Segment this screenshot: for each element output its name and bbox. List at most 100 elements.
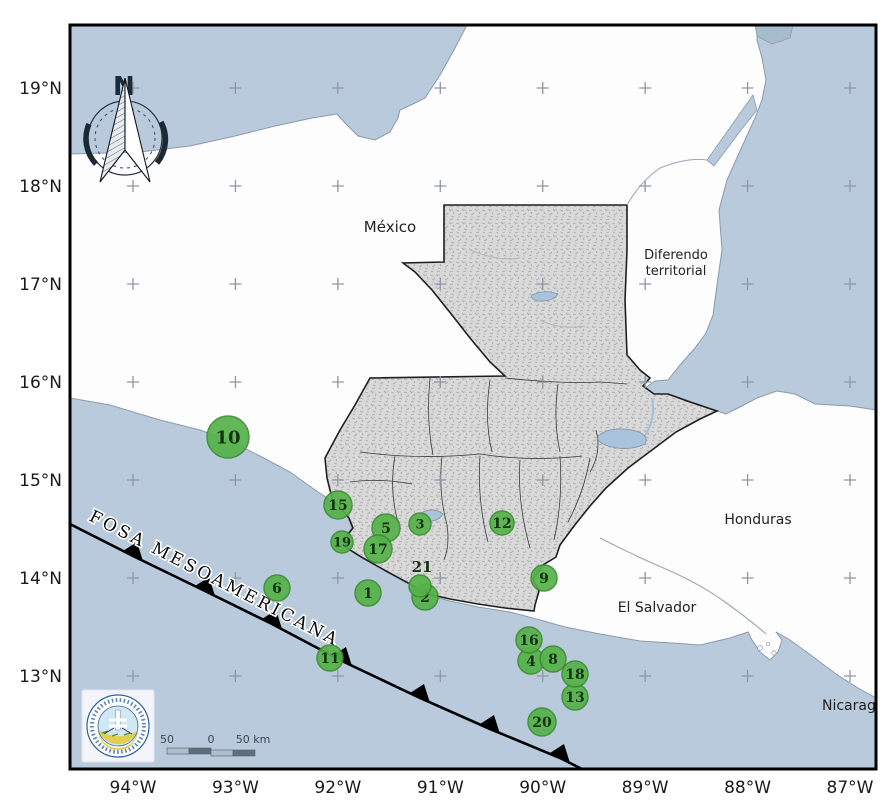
event-marker-circle[interactable] (515, 626, 543, 654)
x-tick-label: 93°W (212, 778, 259, 798)
x-tick-label: 89°W (622, 778, 669, 798)
event-marker-circle[interactable] (354, 579, 382, 607)
event-marker-circle[interactable] (408, 574, 432, 598)
caribbean-water (644, 25, 876, 415)
trench-teeth (123, 542, 570, 763)
event-marker-15[interactable]: 15 (323, 490, 353, 520)
event-marker-20[interactable]: 20 (527, 707, 557, 737)
event-marker-number: 15 (328, 498, 347, 514)
event-marker-number: 4 (526, 654, 536, 670)
x-tick-label: 87°W (827, 778, 874, 798)
event-marker-number: 9 (539, 571, 549, 587)
event-marker-number: 10 (215, 427, 240, 448)
y-tick-label: 17°N (19, 275, 62, 295)
event-marker-number: 21 (412, 558, 433, 576)
event-marker-19[interactable]: 19 (330, 530, 354, 554)
event-marker-8[interactable]: 8 (539, 645, 567, 673)
event-marker-number: 3 (415, 518, 424, 533)
lake-peten-itza (531, 291, 559, 302)
event-marker-circle[interactable] (263, 574, 291, 602)
logo-crossbars (109, 718, 127, 728)
y-tick-label: 16°N (19, 373, 62, 393)
event-marker-11[interactable]: 11 (316, 644, 344, 672)
event-marker-circle[interactable] (316, 644, 344, 672)
map-content: FOSA MESOAMERICANA 1 23456891011121315161… (70, 25, 883, 769)
event-marker-16[interactable]: 16 (515, 626, 543, 654)
y-tick-label: 15°N (19, 471, 62, 491)
event-marker-number: 5 (381, 521, 391, 537)
event-marker-21[interactable]: 21 (408, 558, 433, 598)
scale-bar: 50 0 50 km (160, 733, 271, 757)
fonseca-islet (765, 641, 771, 647)
label-honduras: Honduras (724, 512, 791, 528)
x-tick-label: 94°W (110, 778, 157, 798)
event-marker-circle[interactable] (561, 660, 589, 688)
department-borders (349, 377, 628, 561)
map-frame (68, 23, 878, 771)
logo-ground-fill (99, 730, 137, 745)
label-el-salvador: El Salvador (618, 600, 697, 616)
event-marker-number: 6 (272, 581, 282, 597)
pacific-water (70, 397, 876, 769)
chetumal-bay (706, 94, 758, 167)
guatemala-shape (324, 204, 720, 612)
event-marker-18[interactable]: 18 (561, 660, 589, 688)
event-marker-circle[interactable] (489, 510, 515, 536)
x-tick-label: 90°W (519, 778, 566, 798)
fonseca-islet (771, 650, 777, 656)
event-marker-number: 20 (532, 715, 552, 731)
event-marker-17[interactable]: 17 (363, 534, 393, 564)
event-marker-6[interactable]: 6 (263, 574, 291, 602)
event-marker-circle[interactable] (539, 645, 567, 673)
label-nicaragua: Nicaragua (822, 698, 883, 714)
event-marker-circle[interactable] (530, 564, 558, 592)
scale-bar-segments (166, 747, 256, 757)
y-axis-labels: 19°N 18°N 17°N 16°N 15°N 14°N 13°N (19, 79, 62, 687)
event-marker-10[interactable]: 10 (206, 415, 250, 459)
label-diferendo-1: Diferendo (644, 248, 708, 263)
scale-zero-label: 0 (208, 733, 215, 746)
label-mexico: México (364, 218, 416, 236)
guatemala-border (324, 204, 720, 612)
north-arrow-right-blade (124, 77, 151, 183)
north-lagoon (754, 25, 794, 45)
event-marker-circle[interactable] (527, 707, 557, 737)
event-marker-13[interactable]: 13 (561, 683, 589, 711)
label-diferendo-2: territorial (646, 264, 707, 279)
fonseca-islet (757, 645, 763, 651)
lakes-rivers (422, 158, 708, 522)
event-marker-3[interactable]: 3 (408, 512, 432, 536)
compass-arc-right (154, 120, 169, 165)
event-marker-number: 19 (333, 536, 351, 551)
event-marker-circle[interactable] (363, 534, 393, 564)
x-tick-label: 88°W (724, 778, 771, 798)
event-marker-1[interactable]: 1 (354, 579, 382, 607)
event-marker-circle[interactable] (323, 490, 353, 520)
event-marker-9[interactable]: 9 (530, 564, 558, 592)
x-tick-label: 92°W (314, 778, 361, 798)
graticule-crosses (127, 82, 857, 682)
gulf-of-mexico-water (70, 25, 468, 155)
scale-left-label: 50 (160, 733, 174, 746)
y-tick-label: 19°N (19, 79, 62, 99)
north-arrow: N (83, 72, 169, 183)
compass-arc-left (83, 122, 99, 166)
event-marker-number: 16 (519, 633, 538, 649)
x-tick-label: 91°W (417, 778, 464, 798)
event-marker-circle[interactable] (330, 530, 354, 554)
event-marker-number: 13 (565, 690, 584, 706)
guatemala-texture (325, 205, 717, 611)
event-marker-circle[interactable] (206, 415, 250, 459)
elsalvador-honduras-border (599, 537, 767, 635)
y-tick-label: 18°N (19, 177, 62, 197)
institution-logo (81, 689, 155, 763)
lake-izabal (597, 428, 647, 449)
scale-right-label: 50 km (236, 733, 271, 746)
event-marker-circle[interactable] (408, 512, 432, 536)
x-axis-labels: 94°W 93°W 92°W 91°W 90°W 89°W 88°W 87°W (110, 778, 874, 798)
event-marker-number: 17 (368, 542, 387, 558)
event-marker-12[interactable]: 12 (489, 510, 515, 536)
